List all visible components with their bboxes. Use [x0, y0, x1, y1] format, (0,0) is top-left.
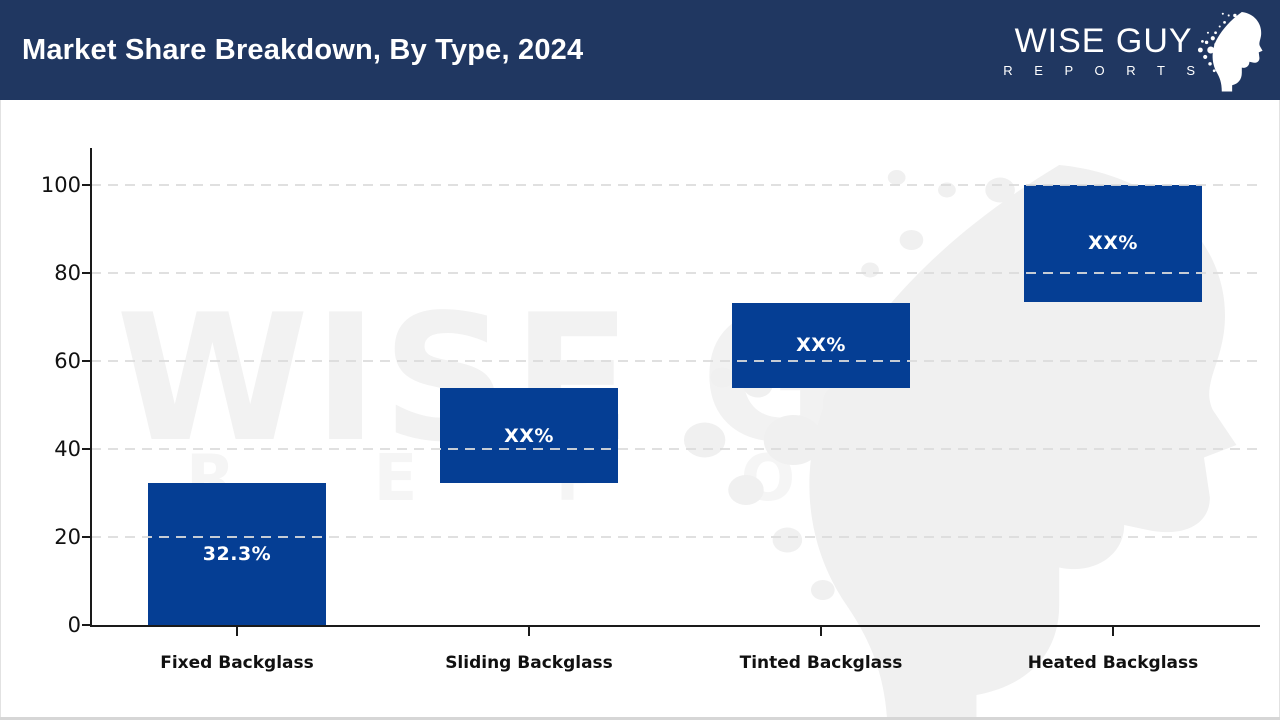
x-category-label: Heated Backglass: [1027, 653, 1199, 673]
y-tick-label: 0: [67, 613, 81, 637]
x-axis-tick: [1112, 625, 1114, 636]
y-axis-line: [90, 148, 92, 627]
bar-heated-backglass: XX%: [1024, 185, 1202, 302]
bottom-border: [0, 717, 1280, 720]
head-dots-icon: [1197, 12, 1263, 92]
x-axis-tick: [236, 625, 238, 636]
page-title: Market Share Breakdown, By Type, 2024: [22, 33, 584, 66]
y-tick-label: 20: [54, 525, 81, 550]
x-axis-tick: [528, 625, 530, 636]
plot-area: 0 20 40 60 80 100 32.3% XX% XX% XX% Fixed Backglas…: [41, 150, 1259, 673]
bar-value-label: XX%: [796, 334, 846, 357]
y-tick-label: 60: [54, 349, 81, 374]
y-axis-tick: [82, 448, 91, 451]
brand-text: WISE GUY R E P O R T S: [1003, 22, 1204, 78]
x-category-label: Sliding Backglass: [445, 653, 613, 673]
brand-name: WISE GUY: [1014, 22, 1193, 60]
x-category-label: Tinted Backglass: [739, 653, 903, 673]
bar-value-label: XX%: [1088, 232, 1138, 255]
y-tick-label: 80: [54, 261, 81, 286]
brand-subtitle: R E P O R T S: [1003, 63, 1204, 78]
bar-tinted-backglass: XX%: [732, 303, 910, 388]
header-bar: Market Share Breakdown, By Type, 2024 WI…: [0, 0, 1280, 100]
x-category-label: Fixed Backglass: [160, 653, 314, 673]
gridline: [91, 536, 1259, 539]
gridline: [91, 360, 1259, 363]
brand-logo: WISE GUY R E P O R T S: [1003, 7, 1266, 93]
gridline: [91, 272, 1259, 275]
chart-area: WISE GUY R E P O R T S 02040608010032.3%…: [0, 100, 1280, 720]
y-axis-tick: [82, 184, 91, 187]
bar-value-label: XX%: [504, 424, 554, 447]
gridline: [91, 448, 1259, 451]
y-axis-tick: [82, 536, 91, 539]
bar-value-label: 32.3%: [202, 542, 272, 565]
x-axis-line: [90, 625, 1260, 627]
gridline: [91, 184, 1259, 187]
y-tick-label: 40: [54, 437, 81, 462]
x-axis-tick: [820, 625, 822, 636]
bar-sliding-backglass: XX%: [440, 388, 618, 483]
y-axis-tick: [82, 624, 91, 626]
y-axis-tick: [82, 272, 91, 275]
y-tick-label: 100: [40, 173, 81, 198]
y-axis-tick: [82, 360, 91, 363]
bar-fixed-backglass: 32.3%: [148, 482, 326, 625]
